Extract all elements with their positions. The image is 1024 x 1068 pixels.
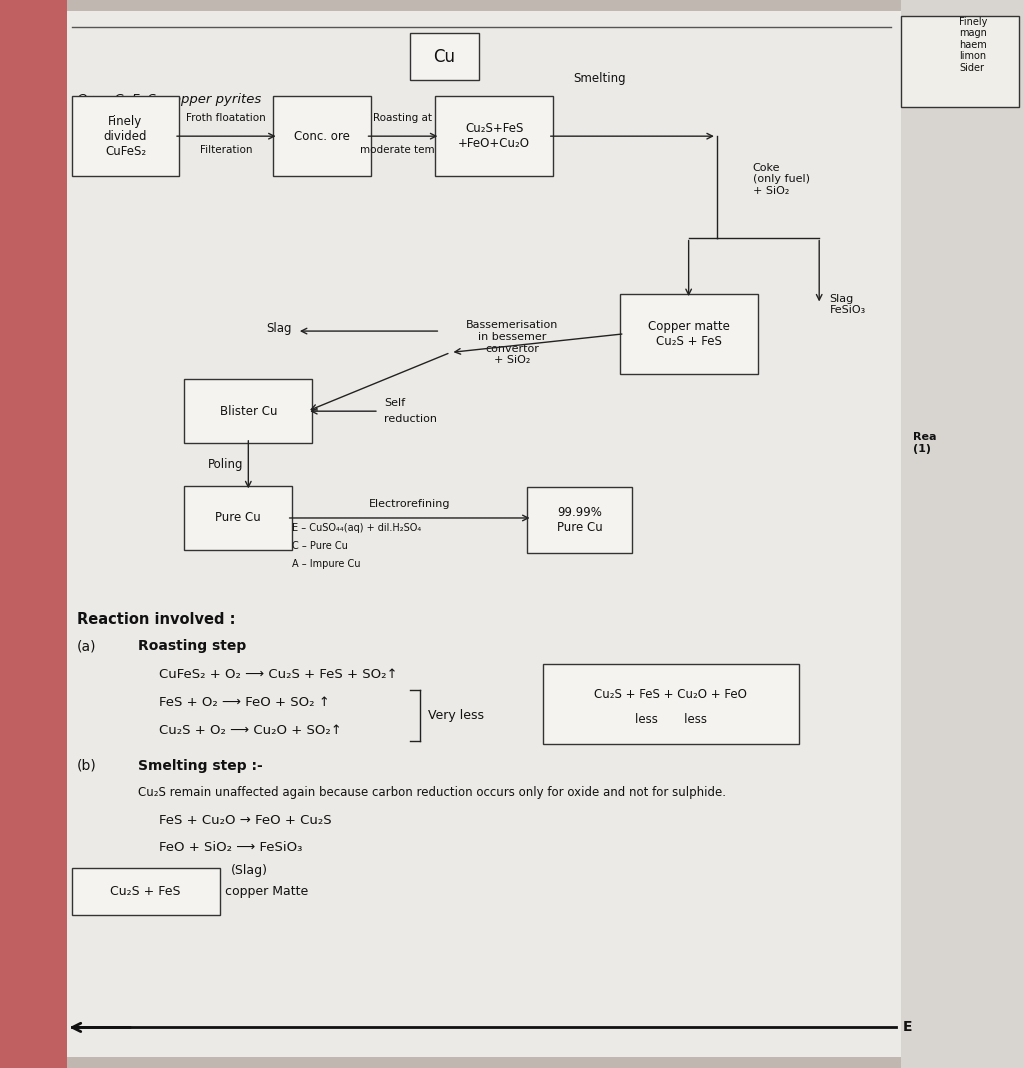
FancyBboxPatch shape [543, 664, 799, 744]
Text: copper Matte: copper Matte [225, 885, 308, 898]
Text: Cu₂S + O₂ ⟶ Cu₂O + SO₂↑: Cu₂S + O₂ ⟶ Cu₂O + SO₂↑ [159, 724, 342, 737]
Text: Ore - CuFeS₂ copper pyrites: Ore - CuFeS₂ copper pyrites [77, 93, 261, 106]
Text: Conc. ore: Conc. ore [294, 129, 350, 143]
FancyBboxPatch shape [72, 868, 220, 915]
Text: Poling: Poling [208, 458, 244, 471]
FancyBboxPatch shape [184, 379, 312, 443]
FancyBboxPatch shape [273, 96, 371, 176]
Text: A – Impure Cu: A – Impure Cu [292, 559, 360, 568]
Text: Froth floatation: Froth floatation [186, 113, 266, 124]
Text: FeS + Cu₂O → FeO + Cu₂S: FeS + Cu₂O → FeO + Cu₂S [159, 814, 332, 827]
Text: E: E [903, 1020, 912, 1035]
Text: FeS + O₂ ⟶ FeO + SO₂ ↑: FeS + O₂ ⟶ FeO + SO₂ ↑ [159, 696, 330, 709]
Text: Bassemerisation
in bessemer
convertor
+ SiO₂: Bassemerisation in bessemer convertor + … [466, 320, 558, 365]
FancyBboxPatch shape [0, 0, 67, 1068]
Text: Cu₂S remain unaffected again because carbon reduction occurs only for oxide and : Cu₂S remain unaffected again because car… [138, 786, 726, 799]
Text: reduction: reduction [384, 414, 437, 424]
Text: Rea
(1): Rea (1) [913, 433, 937, 454]
Text: moderate temp.: moderate temp. [360, 145, 444, 155]
FancyBboxPatch shape [184, 486, 292, 550]
Text: less       less: less less [635, 713, 707, 726]
Text: Very less: Very less [428, 709, 484, 722]
Text: Smelting: Smelting [573, 73, 626, 85]
Text: Cu₂S+FeS
+FeO+Cu₂O: Cu₂S+FeS +FeO+Cu₂O [458, 122, 530, 151]
Text: 99.99%
Pure Cu: 99.99% Pure Cu [557, 506, 602, 534]
Text: Reaction involved :: Reaction involved : [77, 612, 236, 627]
Text: Slag
FeSiO₃: Slag FeSiO₃ [829, 294, 865, 315]
Text: Cu₂S + FeS + Cu₂O + FeO: Cu₂S + FeS + Cu₂O + FeO [594, 688, 748, 701]
FancyBboxPatch shape [620, 294, 758, 374]
Text: (Slag): (Slag) [230, 864, 267, 877]
Text: Filteration: Filteration [200, 145, 253, 155]
Text: Slag: Slag [266, 323, 292, 335]
Text: Smelting step :-: Smelting step :- [138, 758, 263, 773]
Text: Cu₂S + FeS: Cu₂S + FeS [111, 885, 180, 898]
Text: Self: Self [384, 398, 406, 408]
FancyBboxPatch shape [901, 16, 1019, 107]
Text: Copper matte
Cu₂S + FeS: Copper matte Cu₂S + FeS [648, 319, 729, 348]
Text: Pure Cu: Pure Cu [215, 512, 261, 524]
Text: FeO + SiO₂ ⟶ FeSiO₃: FeO + SiO₂ ⟶ FeSiO₃ [159, 842, 302, 854]
Text: (b): (b) [77, 758, 96, 773]
FancyBboxPatch shape [527, 487, 632, 553]
Text: Roasting step: Roasting step [138, 639, 247, 654]
Text: Finely
magn
haem
limon
Sider: Finely magn haem limon Sider [959, 17, 988, 73]
Text: E – CuSO₄₄(aq) + dil.H₂SO₄: E – CuSO₄₄(aq) + dil.H₂SO₄ [292, 523, 421, 533]
FancyBboxPatch shape [61, 11, 901, 1057]
Text: Cu: Cu [433, 48, 456, 65]
Text: Finely
divided
CuFeS₂: Finely divided CuFeS₂ [103, 114, 147, 158]
Text: CuFeS₂ + O₂ ⟶ Cu₂S + FeS + SO₂↑: CuFeS₂ + O₂ ⟶ Cu₂S + FeS + SO₂↑ [159, 669, 397, 681]
FancyBboxPatch shape [72, 96, 179, 176]
Text: Electrorefining: Electrorefining [369, 500, 451, 509]
Text: C – Pure Cu: C – Pure Cu [292, 541, 348, 551]
Text: Blister Cu: Blister Cu [219, 405, 278, 418]
Text: Roasting at: Roasting at [373, 113, 432, 124]
Text: Coke
(only fuel)
+ SiO₂: Coke (only fuel) + SiO₂ [753, 163, 810, 197]
FancyBboxPatch shape [410, 33, 479, 80]
Text: (a): (a) [77, 639, 96, 654]
FancyBboxPatch shape [901, 0, 1024, 1068]
FancyBboxPatch shape [435, 96, 553, 176]
